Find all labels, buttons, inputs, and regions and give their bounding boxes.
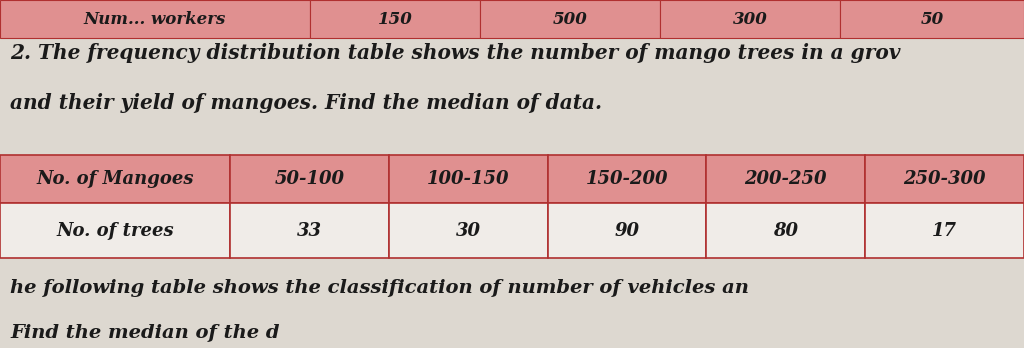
Text: and their yield of mangoes. Find the median of data.: and their yield of mangoes. Find the med… xyxy=(10,93,602,113)
Text: 50-100: 50-100 xyxy=(274,170,344,188)
Text: Num... workers: Num... workers xyxy=(84,10,226,27)
Text: 33: 33 xyxy=(297,221,322,239)
Text: 50: 50 xyxy=(921,10,944,27)
Text: 150-200: 150-200 xyxy=(586,170,669,188)
Bar xyxy=(310,0,480,38)
Bar xyxy=(706,155,865,203)
Bar xyxy=(865,155,1024,203)
Bar xyxy=(706,203,865,258)
Bar xyxy=(840,0,1024,38)
Text: No. of trees: No. of trees xyxy=(56,221,174,239)
Text: 500: 500 xyxy=(553,10,588,27)
Bar xyxy=(230,155,389,203)
Bar xyxy=(389,203,548,258)
Text: 150: 150 xyxy=(378,10,413,27)
Bar xyxy=(548,155,706,203)
Bar xyxy=(0,203,230,258)
Text: No. of Mangoes: No. of Mangoes xyxy=(36,170,194,188)
Bar xyxy=(660,0,840,38)
Text: 300: 300 xyxy=(732,10,767,27)
Bar xyxy=(480,0,660,38)
Text: 100-150: 100-150 xyxy=(427,170,510,188)
Text: 2. The frequency distribution table shows the number of mango trees in a grov: 2. The frequency distribution table show… xyxy=(10,43,900,63)
Bar xyxy=(865,203,1024,258)
Text: 90: 90 xyxy=(614,221,640,239)
Text: 30: 30 xyxy=(456,221,481,239)
Text: 80: 80 xyxy=(773,221,798,239)
Bar xyxy=(548,203,706,258)
Text: he following table shows the classification of number of vehicles an: he following table shows the classificat… xyxy=(10,279,749,297)
Text: 250-300: 250-300 xyxy=(903,170,986,188)
Bar xyxy=(389,155,548,203)
Text: Find the median of the d: Find the median of the d xyxy=(10,324,280,342)
Text: 17: 17 xyxy=(932,221,957,239)
Bar xyxy=(230,203,389,258)
Text: 200-250: 200-250 xyxy=(744,170,826,188)
Bar xyxy=(0,155,230,203)
Bar xyxy=(0,0,310,38)
